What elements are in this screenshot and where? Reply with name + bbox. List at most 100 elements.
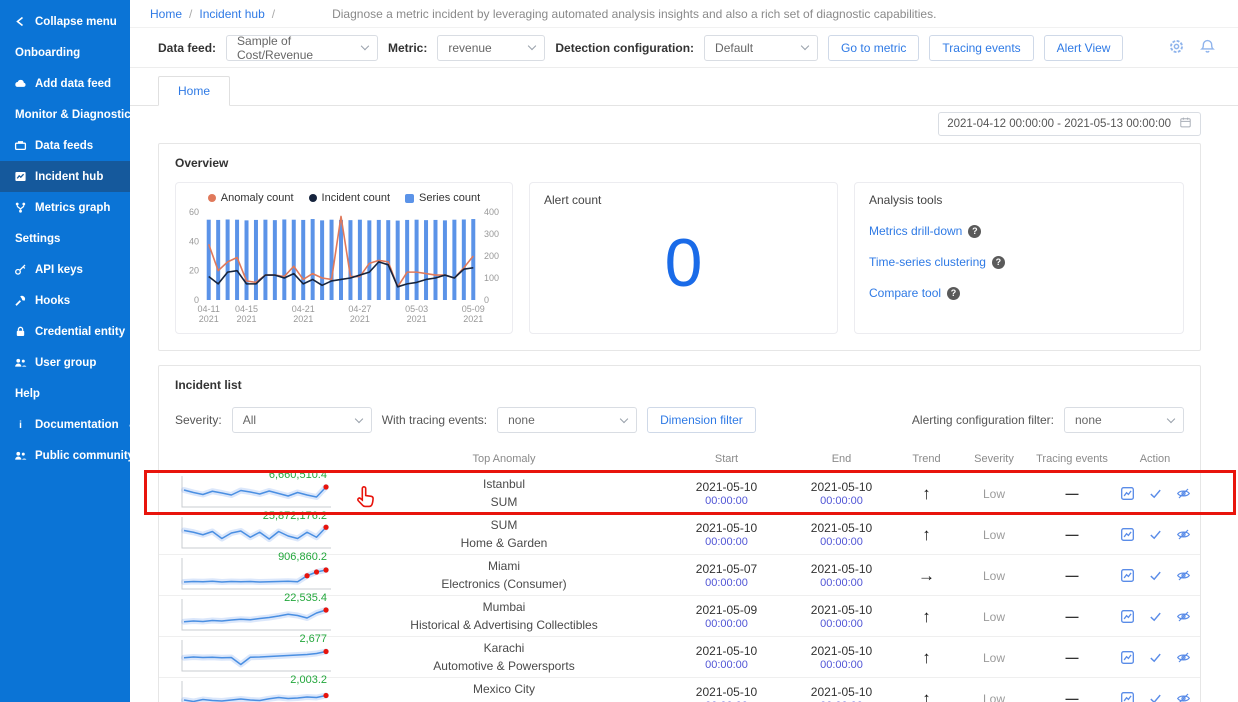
breadcrumb-home-link[interactable]: Home <box>150 7 182 21</box>
end-time[interactable]: 00:00:00 <box>784 495 899 507</box>
start-time[interactable]: 00:00:00 <box>669 659 784 671</box>
accept-incident-button[interactable] <box>1148 609 1163 624</box>
metric-select[interactable]: revenue <box>437 35 545 61</box>
detection-config-label: Detection configuration: <box>555 41 694 55</box>
sidebar-item-credential-entity[interactable]: Credential entity <box>0 316 130 347</box>
legend-item[interactable]: Anomaly count <box>208 192 294 204</box>
sidebar-item-add-data-feed[interactable]: Add data feed <box>0 68 130 99</box>
start-date: 2021-05-10 <box>669 685 784 699</box>
trend-up-icon: ↑ <box>899 607 954 627</box>
sparkline-cell[interactable]: 906,860.2 <box>159 555 339 596</box>
series-count-bar <box>367 220 371 300</box>
ignore-incident-button[interactable] <box>1176 568 1191 583</box>
ignore-incident-button[interactable] <box>1176 527 1191 542</box>
series-count-bar <box>348 220 352 300</box>
series-count-bar <box>443 220 447 300</box>
go-to-metric-button[interactable]: Go to metric <box>828 35 919 61</box>
view-incident-button[interactable] <box>1120 527 1135 542</box>
sidebar-item-hooks[interactable]: Hooks <box>0 285 130 316</box>
view-incident-button[interactable] <box>1120 486 1135 501</box>
data-feed-select[interactable]: Sample of Cost/Revenue <box>226 35 378 61</box>
alert-view-button[interactable]: Alert View <box>1044 35 1124 61</box>
detection-config-value: Default <box>715 41 753 55</box>
ignore-incident-button[interactable] <box>1176 486 1191 501</box>
view-incident-button[interactable] <box>1120 691 1135 702</box>
breadcrumb-current-link[interactable]: Incident hub <box>199 7 264 21</box>
severity-filter-select[interactable]: All <box>232 407 372 433</box>
end-cell: 2021-05-1000:00:00 <box>784 644 899 671</box>
accept-incident-button[interactable] <box>1148 527 1163 542</box>
sidebar-item-user-group[interactable]: User group <box>0 347 130 378</box>
sparkline-cell[interactable]: 2,003.2 <box>159 678 339 702</box>
sidebar-item-documentation[interactable]: iDocumentation <box>0 409 130 440</box>
accept-incident-button[interactable] <box>1148 650 1163 665</box>
series-count-bar <box>471 219 475 300</box>
ignore-incident-button[interactable] <box>1176 691 1191 702</box>
accept-incident-button[interactable] <box>1148 691 1163 702</box>
sparkline-cell[interactable]: 2,677 <box>159 637 339 678</box>
end-time[interactable]: 00:00:00 <box>784 618 899 630</box>
anomaly-dot <box>314 569 319 574</box>
time-series-clustering-link[interactable]: Time-series clustering? <box>869 255 1169 269</box>
tab-home[interactable]: Home <box>158 76 230 106</box>
legend-item[interactable]: Series count <box>405 192 480 204</box>
help-icon[interactable]: ? <box>947 287 960 300</box>
incident-row[interactable]: 22,535.4MumbaiHistorical & Advertising C… <box>159 595 1200 636</box>
tool-link-label: Compare tool <box>869 286 941 300</box>
gear-icon[interactable] <box>1168 38 1185 58</box>
end-time[interactable]: 00:00:00 <box>784 659 899 671</box>
incident-row[interactable]: 25,872,176.2SUMHome & Garden2021-05-1000… <box>159 513 1200 554</box>
view-incident-button[interactable] <box>1120 568 1135 583</box>
cloud-icon <box>13 77 28 90</box>
sidebar: Collapse menuOnboardingAdd data feedMoni… <box>0 0 130 702</box>
ignore-incident-button[interactable] <box>1176 609 1191 624</box>
accept-incident-button[interactable] <box>1148 486 1163 501</box>
ignore-incident-button[interactable] <box>1176 650 1191 665</box>
help-icon[interactable]: ? <box>992 256 1005 269</box>
trend-right-icon: → <box>899 566 954 586</box>
start-time[interactable]: 00:00:00 <box>669 536 784 548</box>
users-icon <box>13 449 28 462</box>
dimension-filter-button[interactable]: Dimension filter <box>647 407 756 433</box>
info-icon: i <box>13 418 28 431</box>
legend-marker <box>309 194 317 202</box>
sparkline-cell[interactable]: 22,535.4 <box>159 596 339 637</box>
sidebar-item-api-keys[interactable]: API keys <box>0 254 130 285</box>
bell-icon[interactable] <box>1199 38 1216 58</box>
dimension-value: Miami <box>339 558 669 575</box>
date-range-picker[interactable]: 2021-04-12 00:00:00 - 2021-05-13 00:00:0… <box>938 112 1201 136</box>
incident-row[interactable]: 2,677KarachiAutomotive & Powersports2021… <box>159 636 1200 677</box>
start-time[interactable]: 00:00:00 <box>669 618 784 630</box>
incident-row[interactable]: 906,860.2MiamiElectronics (Consumer)2021… <box>159 554 1200 595</box>
view-incident-button[interactable] <box>1120 650 1135 665</box>
tracing-filter-select[interactable]: none <box>497 407 637 433</box>
x-axis-tick: 04-21 <box>292 304 315 314</box>
sidebar-item-data-feeds[interactable]: Data feeds <box>0 130 130 161</box>
compare-tool-link[interactable]: Compare tool? <box>869 286 1169 300</box>
end-time[interactable]: 00:00:00 <box>784 536 899 548</box>
detection-config-select[interactable]: Default <box>704 35 818 61</box>
accept-incident-button[interactable] <box>1148 568 1163 583</box>
tracing-events-button[interactable]: Tracing events <box>929 35 1033 61</box>
breadcrumb-separator: / <box>272 7 275 21</box>
end-time[interactable]: 00:00:00 <box>784 577 899 589</box>
start-time[interactable]: 00:00:00 <box>669 495 784 507</box>
sidebar-item-incident-hub[interactable]: Incident hub <box>0 161 130 192</box>
sidebar-item-collapse-menu[interactable]: Collapse menu <box>0 6 130 37</box>
incident-row[interactable]: 6,660,510.4IstanbulSUM2021-05-1000:00:00… <box>159 472 1200 513</box>
users-icon <box>13 356 28 369</box>
metrics-drill-down-link[interactable]: Metrics drill-down? <box>869 224 1169 238</box>
sparkline-cell[interactable]: 6,660,510.4 <box>159 473 339 514</box>
sidebar-item-public-community[interactable]: Public community <box>0 440 130 471</box>
legend-item[interactable]: Incident count <box>309 192 391 204</box>
sidebar-item-metrics-graph[interactable]: Metrics graph <box>0 192 130 223</box>
alerting-filter-select[interactable]: none <box>1064 407 1184 433</box>
view-incident-button[interactable] <box>1120 609 1135 624</box>
series-count-bar <box>216 220 220 300</box>
start-time[interactable]: 00:00:00 <box>669 577 784 589</box>
sparkline-cell[interactable]: 25,872,176.2 <box>159 514 339 555</box>
series-count-bar <box>263 220 267 300</box>
sidebar-item-label: Credential entity <box>35 326 125 338</box>
help-icon[interactable]: ? <box>968 225 981 238</box>
incident-row[interactable]: 2,003.2Mexico CityHistorical & Advertisi… <box>159 677 1200 702</box>
